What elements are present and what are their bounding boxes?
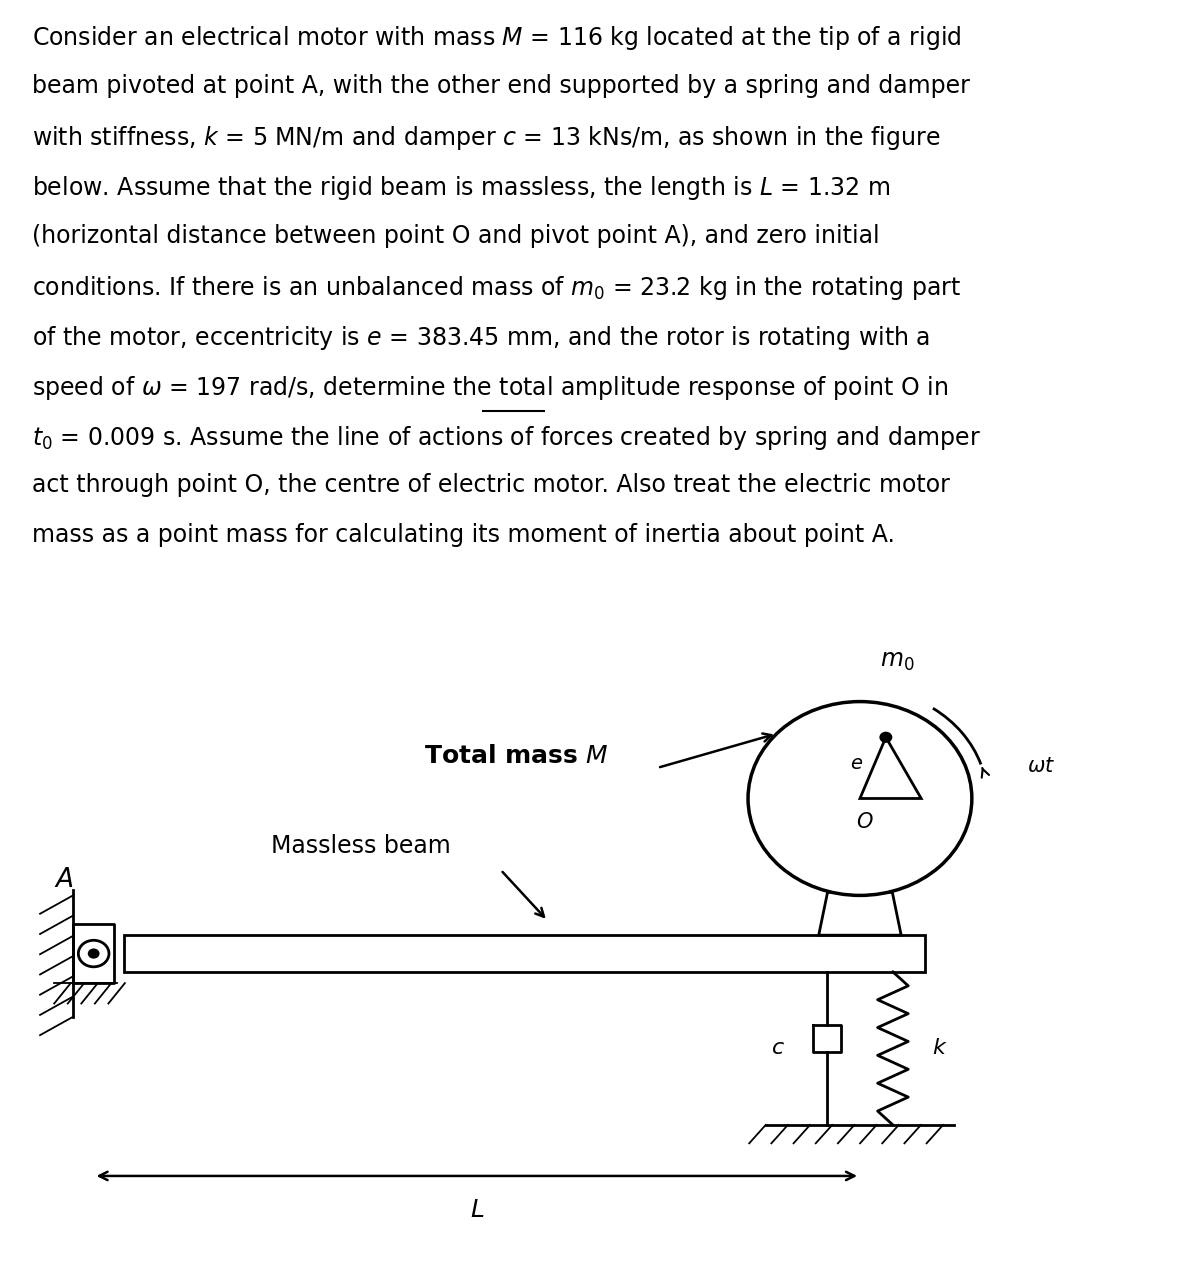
Text: (horizontal distance between point O and pivot point A), and zero initial: (horizontal distance between point O and… — [32, 224, 880, 248]
Circle shape — [87, 948, 99, 959]
Text: $k$: $k$ — [932, 1038, 948, 1059]
Circle shape — [879, 732, 893, 742]
Text: O: O — [856, 812, 873, 832]
Text: act through point O, the centre of electric motor. Also treat the electric motor: act through point O, the centre of elect… — [32, 474, 949, 498]
Text: $e$: $e$ — [849, 754, 863, 773]
Text: $c$: $c$ — [770, 1038, 785, 1059]
Polygon shape — [819, 892, 901, 936]
Text: Massless beam: Massless beam — [271, 835, 451, 859]
Circle shape — [748, 701, 972, 896]
Text: Consider an electrical motor with mass $M$ = 116 kg located at the tip of a rigi: Consider an electrical motor with mass $… — [32, 24, 961, 52]
Text: conditions. If there is an unbalanced mass of $m_0$ = 23.2 kg in the rotating pa: conditions. If there is an unbalanced ma… — [32, 274, 961, 302]
Text: A: A — [55, 867, 74, 893]
Text: with stiffness, $k$ = 5 MN/m and damper $c$ = 13 kNs/m, as shown in the figure: with stiffness, $k$ = 5 MN/m and damper … — [32, 124, 940, 152]
Text: $\omega t$: $\omega t$ — [1027, 756, 1055, 776]
Text: below. Assume that the rigid beam is massless, the length is $L$ = 1.32 m: below. Assume that the rigid beam is mas… — [32, 174, 889, 202]
Polygon shape — [860, 737, 921, 799]
Text: Total mass $M$: Total mass $M$ — [424, 744, 609, 768]
Text: of the motor, eccentricity is $e$ = 383.45 mm, and the rotor is rotating with a: of the motor, eccentricity is $e$ = 383.… — [32, 324, 929, 352]
Text: $m_0$: $m_0$ — [880, 649, 915, 673]
Text: mass as a point mass for calculating its moment of inertia about point A.: mass as a point mass for calculating its… — [32, 524, 894, 548]
Circle shape — [78, 941, 110, 966]
Text: $t_0$ = 0.009 s. Assume the line of actions of forces created by spring and damp: $t_0$ = 0.009 s. Assume the line of acti… — [32, 424, 981, 452]
Bar — [124, 936, 925, 972]
Text: speed of $\omega$ = 197 rad/s, determine the total amplitude response of point O: speed of $\omega$ = 197 rad/s, determine… — [32, 374, 948, 402]
Text: $L$: $L$ — [470, 1198, 484, 1222]
Text: beam pivoted at point A, with the other end supported by a spring and damper: beam pivoted at point A, with the other … — [32, 74, 969, 99]
